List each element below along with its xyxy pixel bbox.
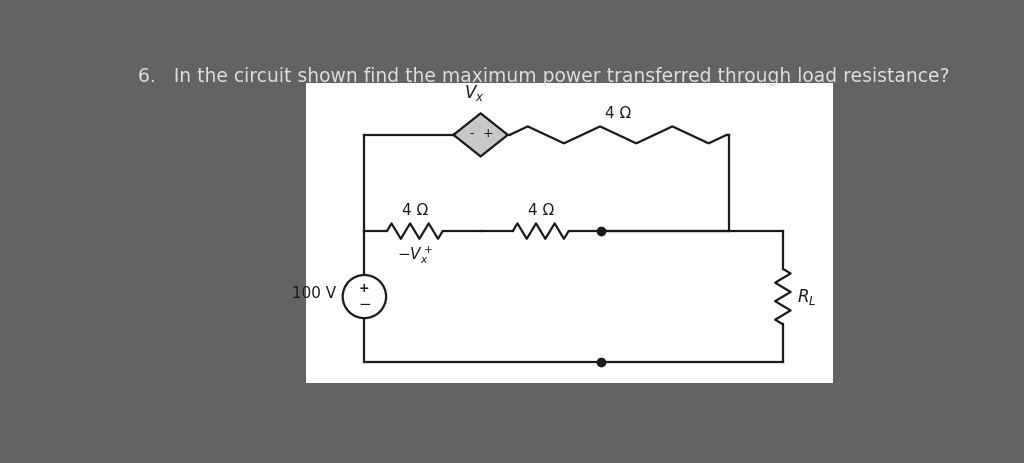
Text: $R_L$: $R_L$ (797, 287, 816, 307)
Text: 6.   In the circuit shown find the maximum power transferred through load resist: 6. In the circuit shown find the maximum… (138, 67, 949, 86)
Text: 4 Ω: 4 Ω (605, 106, 632, 121)
Text: −: − (358, 297, 371, 312)
Text: 4 Ω: 4 Ω (527, 203, 554, 218)
Text: +: + (482, 127, 493, 140)
Circle shape (343, 275, 386, 318)
Text: 4 Ω: 4 Ω (401, 203, 428, 218)
Text: -: - (469, 127, 473, 140)
Text: +: + (359, 282, 370, 295)
Text: 100 V: 100 V (292, 286, 337, 301)
Text: $V_x$: $V_x$ (464, 83, 484, 103)
Polygon shape (454, 113, 508, 156)
Text: $-V_x^+$: $-V_x^+$ (396, 244, 433, 266)
FancyBboxPatch shape (306, 82, 834, 383)
